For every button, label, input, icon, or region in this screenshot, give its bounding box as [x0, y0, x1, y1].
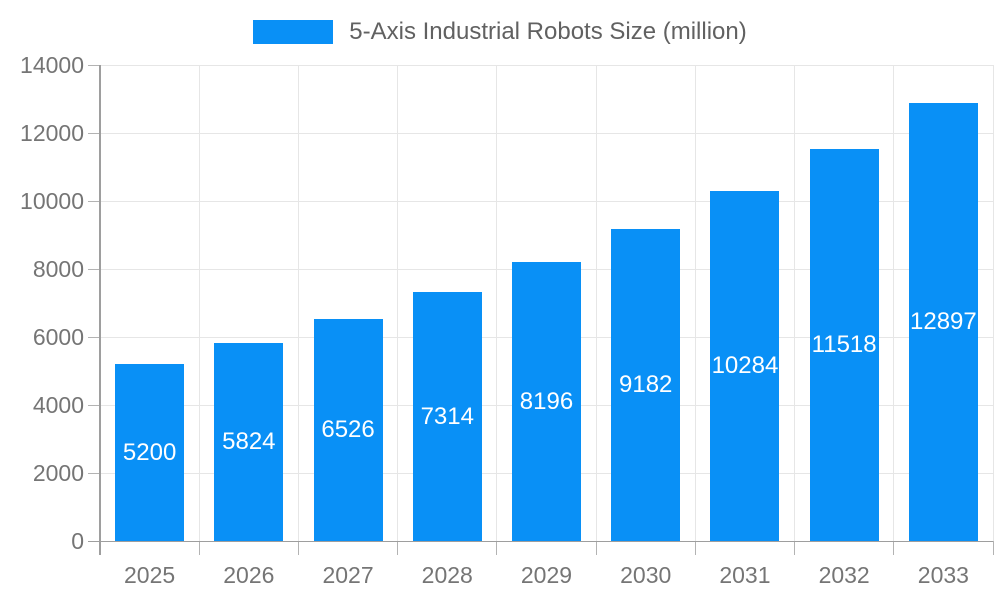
- gridline-vertical: [297, 65, 299, 541]
- gridline-vertical: [992, 65, 994, 541]
- bar-value-label: 10284: [711, 352, 779, 380]
- y-axis-tick: [88, 336, 100, 338]
- y-axis-tick-label: 12000: [20, 119, 84, 146]
- legend: 5-Axis Industrial Robots Size (million): [0, 18, 1000, 46]
- y-axis-tick: [88, 472, 100, 474]
- legend-label: 5-Axis Industrial Robots Size (million): [349, 18, 747, 45]
- gridline-horizontal: [100, 64, 993, 66]
- y-axis-tick-label: 0: [71, 527, 84, 554]
- x-axis-tick-label: 2032: [818, 562, 870, 588]
- x-axis-tick-label: 2027: [322, 562, 374, 588]
- x-axis-tick: [992, 541, 994, 555]
- bar[interactable]: [313, 319, 383, 541]
- gridline-vertical: [595, 65, 597, 541]
- legend-swatch: [253, 20, 334, 44]
- x-axis-tick-label: 2033: [917, 562, 969, 588]
- bar-value-label: 5200: [122, 438, 177, 466]
- bar[interactable]: [214, 342, 284, 541]
- bar-value-label: 6526: [321, 416, 375, 444]
- y-axis-tick-label: 4000: [32, 391, 84, 418]
- y-axis-tick: [88, 64, 100, 66]
- x-axis-tick: [198, 541, 200, 555]
- x-axis-tick-label: 2031: [719, 562, 771, 588]
- gridline-vertical: [496, 65, 498, 541]
- bar[interactable]: [908, 102, 978, 541]
- x-axis-tick-label: 2025: [124, 562, 176, 588]
- x-axis-tick: [794, 541, 796, 555]
- bar-value-label: 12897: [910, 307, 977, 335]
- y-axis-tick: [88, 404, 100, 406]
- y-axis-tick-label: 8000: [32, 255, 84, 282]
- x-axis-tick-label: 2028: [421, 562, 473, 588]
- y-axis-tick: [88, 268, 100, 270]
- x-axis-tick-label: 2030: [620, 562, 672, 588]
- gridline-horizontal: [100, 200, 993, 202]
- y-axis-line: [99, 65, 101, 555]
- bar-value-label: 5824: [222, 427, 276, 455]
- y-axis-tick-label: 6000: [32, 323, 84, 350]
- bar[interactable]: [809, 149, 879, 541]
- gridline-vertical: [397, 65, 399, 541]
- bar[interactable]: [611, 228, 681, 541]
- y-axis-tick: [88, 132, 100, 134]
- x-axis-line: [88, 540, 993, 542]
- x-axis-tick-label: 2029: [520, 562, 573, 588]
- bar[interactable]: [710, 191, 780, 541]
- gridline-vertical: [893, 65, 895, 541]
- gridline-vertical: [794, 65, 796, 541]
- y-axis-tick-label: 2000: [32, 459, 84, 486]
- bar[interactable]: [412, 292, 482, 541]
- x-axis-tick: [694, 541, 696, 555]
- bar-value-label: 9182: [619, 370, 673, 398]
- y-axis-tick-label: 14000: [20, 51, 84, 78]
- y-axis-tick: [88, 200, 100, 202]
- bar-value-label: 8196: [519, 387, 574, 415]
- x-axis-tick: [595, 541, 597, 555]
- bar[interactable]: [115, 364, 185, 541]
- gridline-horizontal: [100, 132, 993, 134]
- gridline-vertical: [198, 65, 200, 541]
- x-axis-tick: [297, 541, 299, 555]
- gridline-vertical: [694, 65, 696, 541]
- x-axis-tick-label: 2026: [223, 562, 275, 588]
- bar-value-label: 11518: [811, 331, 877, 359]
- x-axis-tick: [397, 541, 399, 555]
- x-axis-tick: [496, 541, 498, 555]
- bar-value-label: 7314: [420, 402, 474, 430]
- bar[interactable]: [512, 262, 581, 541]
- x-axis-tick: [893, 541, 895, 555]
- y-axis-tick-label: 10000: [20, 187, 84, 214]
